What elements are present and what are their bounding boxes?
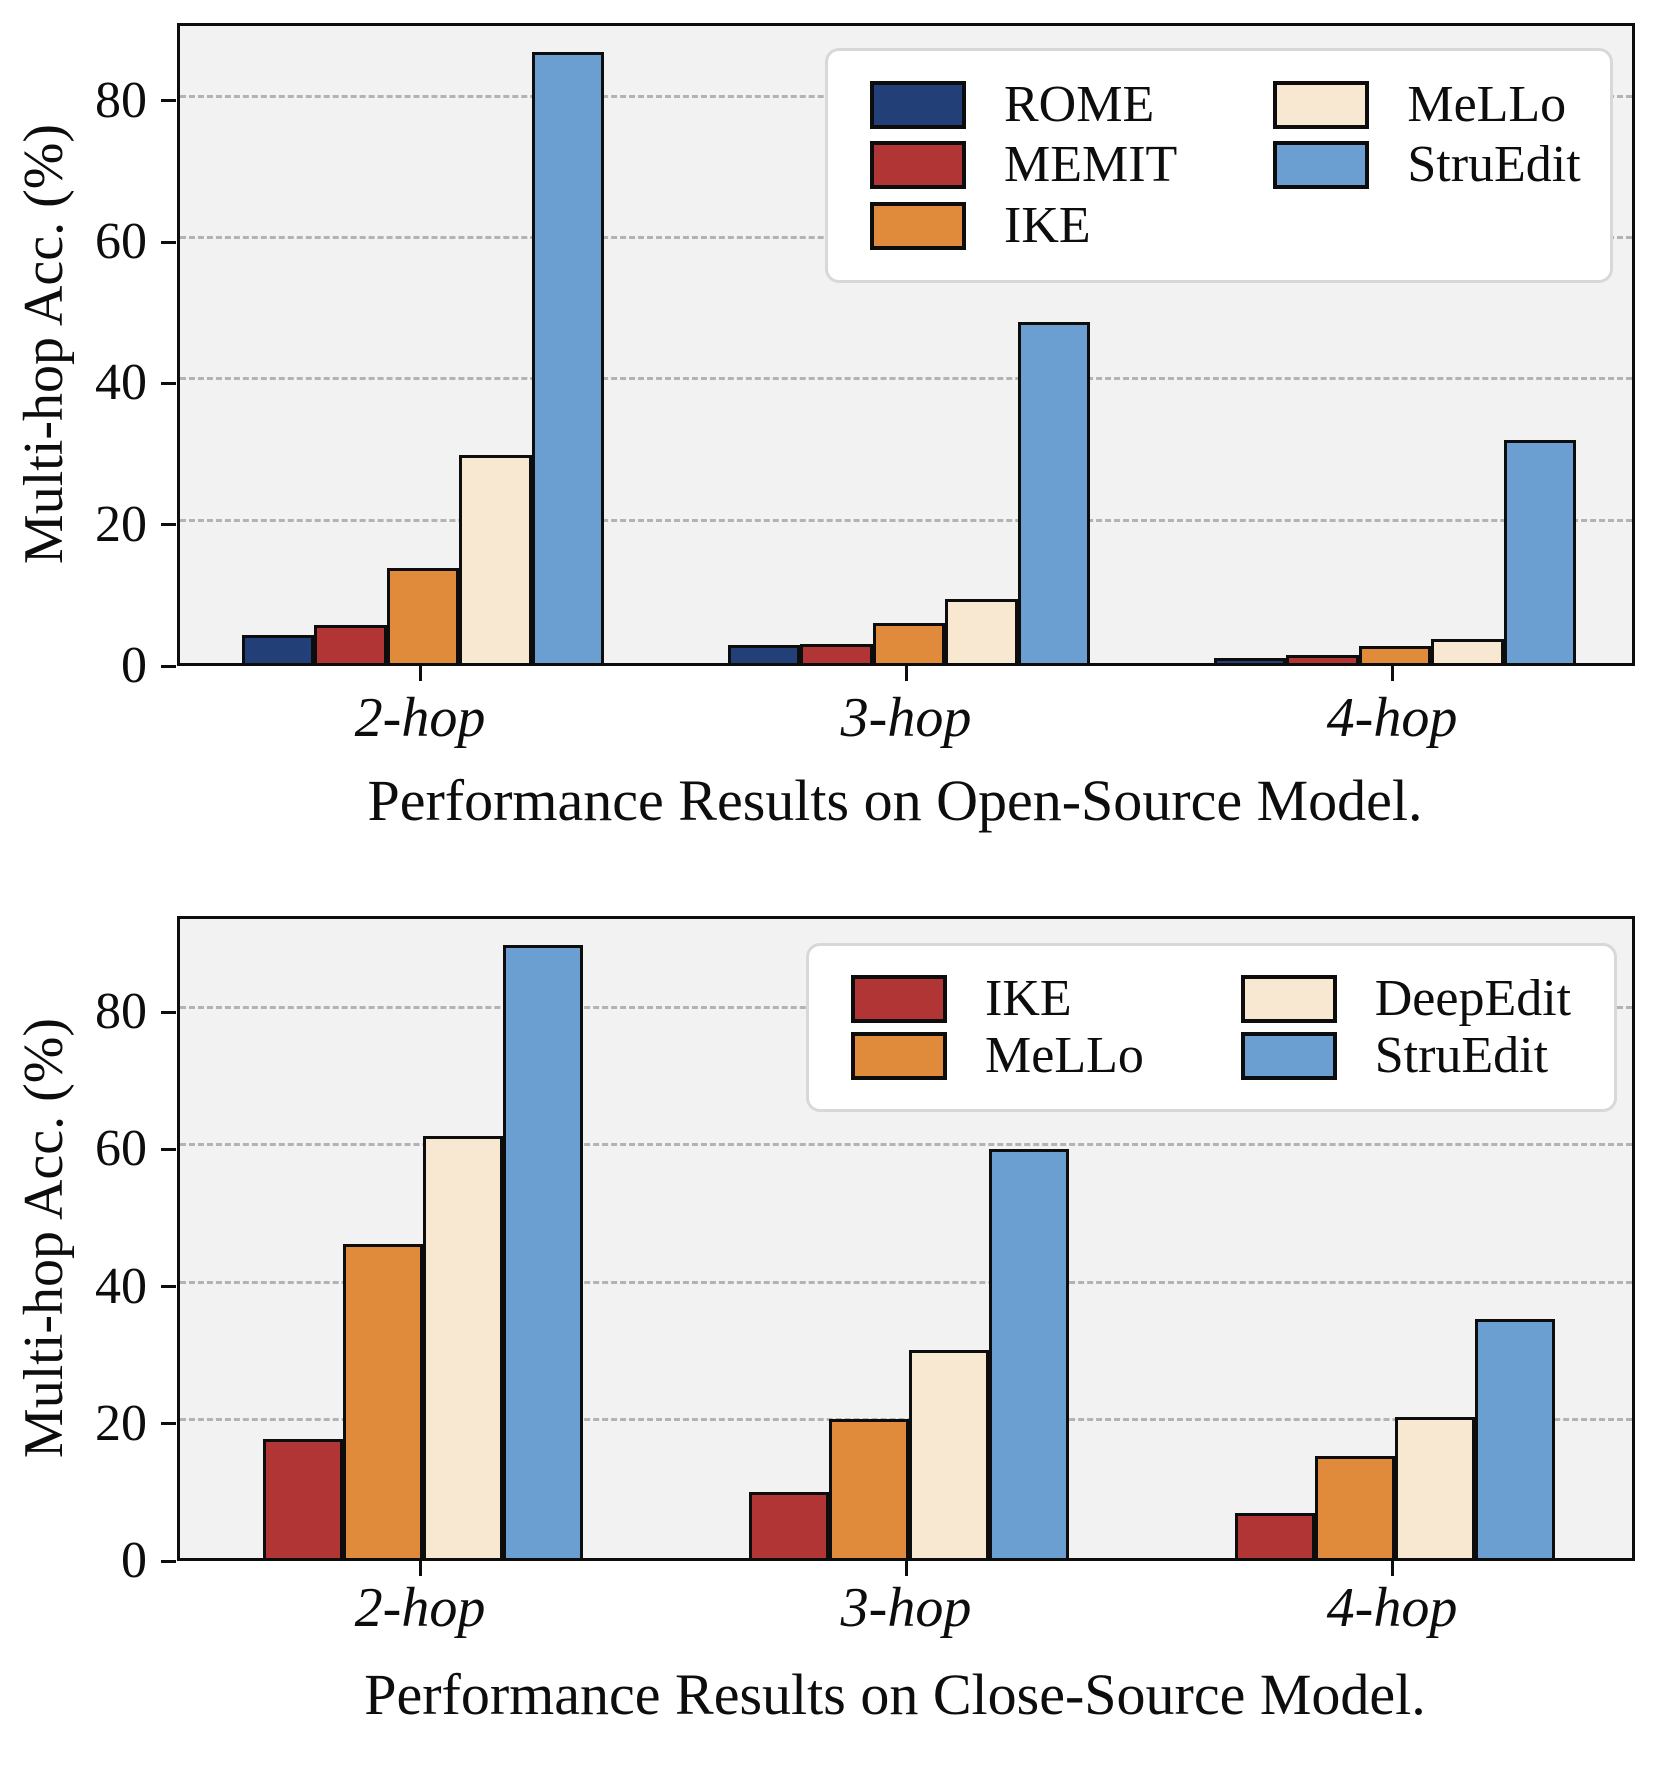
bar-ike-4-hop [1235, 1512, 1315, 1558]
y-tick-mark [161, 381, 176, 385]
x-tick-mark [904, 666, 908, 681]
gridline-y40 [180, 1280, 1632, 1284]
x-category-label: 2-hop [354, 687, 486, 749]
bar-mello-2-hop [343, 1243, 423, 1558]
y-tick-label: 0 [121, 1532, 147, 1589]
x-tick-mark [1390, 1561, 1394, 1576]
x-category-label: 4-hop [1326, 687, 1458, 749]
bar-memit-2-hop [314, 624, 387, 663]
y-tick-mark [161, 523, 176, 527]
y-axis-label: Multi-hop Acc. (%) [13, 1017, 75, 1459]
legend-label: MEMIT [1004, 136, 1178, 194]
x-tick-mark [418, 666, 422, 681]
x-tick-mark [1390, 666, 1394, 681]
legend-item-memit: MEMIT [870, 135, 1177, 195]
y-tick-mark [161, 664, 176, 668]
gridline-y20 [180, 518, 1632, 522]
legend-label: StruEdit [1407, 136, 1581, 194]
legend-swatch-ike [870, 201, 966, 250]
bar-struedit-2-hop [503, 945, 583, 1558]
legend-label: IKE [985, 969, 1072, 1027]
bar-mello-4-hop [1315, 1456, 1395, 1558]
bar-struedit-3-hop [1017, 322, 1091, 663]
y-tick-mark [161, 1010, 176, 1014]
bar-struedit-4-hop [1503, 440, 1577, 663]
legend-label: DeepEdit [1374, 969, 1572, 1027]
y-tick-label: 80 [95, 71, 147, 129]
legend-swatch-deepedit [1240, 974, 1337, 1023]
legend-item-mello: MeLLo [1273, 75, 1580, 135]
y-tick-mark [161, 1147, 176, 1151]
bar-mello-3-hop [829, 1418, 909, 1558]
legend-swatch-rome [870, 81, 966, 130]
legend-swatch-mello [1273, 81, 1370, 130]
legend-item-rome: ROME [870, 75, 1177, 135]
legend-swatch-struedit [1240, 1032, 1337, 1081]
legend-swatch-struedit [1273, 141, 1370, 190]
bar-struedit-4-hop [1475, 1319, 1555, 1558]
y-tick-mark [161, 240, 176, 244]
x-category-label: 3-hop [840, 1577, 972, 1639]
x-category-label: 3-hop [840, 687, 972, 749]
legend-swatch-mello [851, 1032, 947, 1081]
bar-ike-3-hop [749, 1492, 829, 1558]
x-axis-label: Performance Results on Close-Source Mode… [364, 1662, 1426, 1727]
legend-item-ike: IKE [851, 970, 1145, 1028]
gridline-y40 [180, 377, 1632, 381]
legend-item-struedit: StruEdit [1273, 135, 1581, 195]
bar-mello-4-hop [1431, 638, 1504, 663]
legend-item-deepedit: DeepEdit [1240, 969, 1572, 1028]
y-tick-label: 20 [95, 495, 147, 553]
legend-label: MeLLo [985, 1027, 1144, 1085]
bar-memit-4-hop [1286, 655, 1359, 663]
legend-item-mello: MeLLo [851, 1028, 1145, 1086]
bar-deepedit-3-hop [909, 1350, 989, 1558]
bar-ike-3-hop [872, 623, 946, 663]
y-tick-label: 20 [95, 1394, 147, 1452]
gridline-y60 [180, 1143, 1632, 1147]
bar-rome-4-hop [1213, 658, 1287, 663]
y-tick-label: 80 [95, 983, 147, 1041]
bar-deepedit-4-hop [1395, 1416, 1475, 1558]
x-tick-mark [904, 1561, 908, 1576]
x-category-label: 4-hop [1326, 1577, 1458, 1639]
legend-item-ike: IKE [870, 196, 1177, 256]
x-axis-label: Performance Results on Open-Source Model… [367, 768, 1423, 833]
legend-label: IKE [1004, 196, 1091, 254]
legend: IKE MeLLo DeepEdit StruEdit [806, 943, 1617, 1112]
bar-rome-3-hop [727, 645, 801, 663]
bar-struedit-2-hop [531, 51, 605, 663]
legend-label: StruEdit [1374, 1027, 1549, 1085]
y-tick-mark [161, 1422, 176, 1426]
bar-mello-2-hop [459, 454, 532, 663]
y-tick-mark [161, 1559, 176, 1563]
y-tick-label: 40 [95, 354, 147, 412]
bar-rome-2-hop [241, 634, 315, 663]
x-category-label: 2-hop [354, 1577, 486, 1639]
y-tick-mark [161, 99, 176, 103]
y-tick-label: 40 [95, 1257, 147, 1315]
y-tick-mark [161, 1285, 176, 1289]
bar-memit-3-hop [800, 643, 873, 663]
bar-deepedit-2-hop [423, 1136, 503, 1558]
bar-ike-2-hop [263, 1439, 343, 1558]
legend-item-struedit: StruEdit [1240, 1027, 1572, 1086]
legend-swatch-ike [851, 974, 947, 1023]
bar-struedit-3-hop [989, 1149, 1069, 1558]
y-tick-label: 60 [95, 1120, 147, 1178]
legend: ROME MEMIT IKE MeLLo StruEdit [825, 48, 1613, 283]
bar-mello-3-hop [945, 598, 1018, 663]
y-tick-label: 0 [121, 637, 147, 694]
x-tick-mark [418, 1561, 422, 1576]
legend-label: MeLLo [1407, 76, 1567, 134]
y-tick-label: 60 [95, 213, 147, 271]
bar-ike-4-hop [1358, 646, 1432, 663]
legend-label: ROME [1004, 76, 1155, 134]
bar-ike-2-hop [386, 568, 460, 663]
legend-swatch-memit [870, 141, 966, 190]
